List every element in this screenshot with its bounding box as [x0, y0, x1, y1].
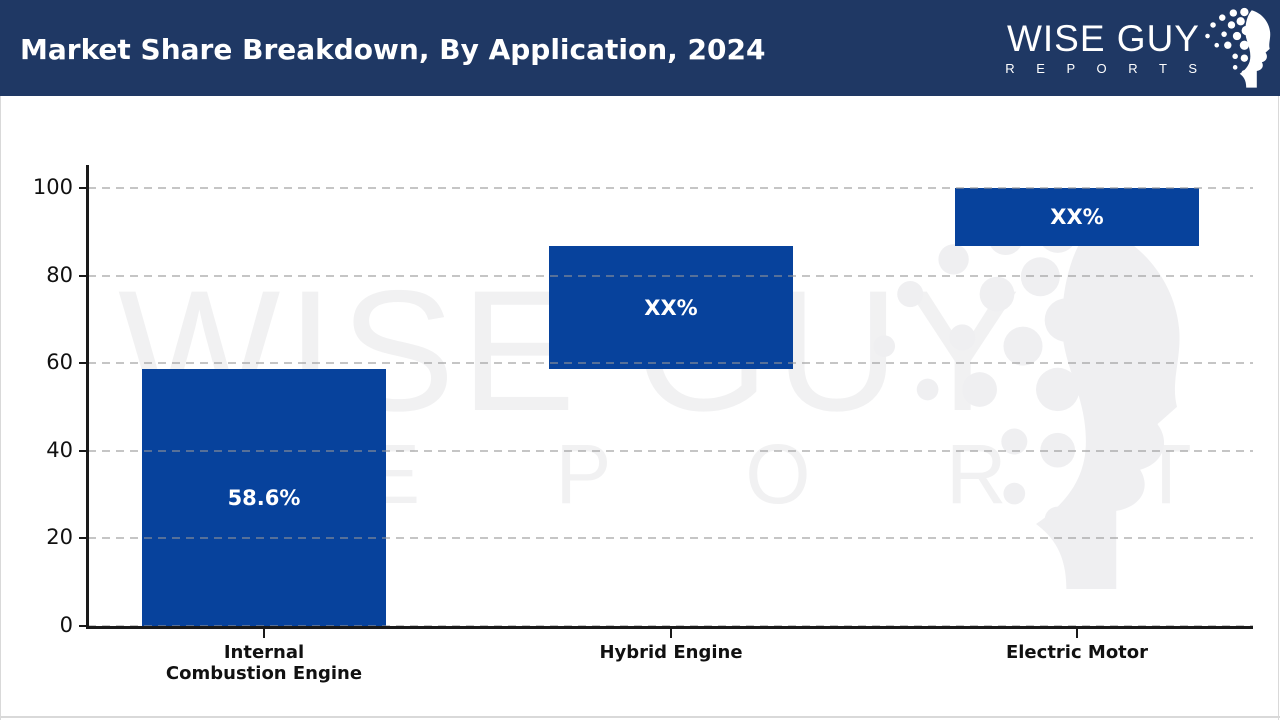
y-tickmark: [79, 449, 88, 452]
bar-value-label: XX%: [644, 295, 698, 320]
y-tickmark: [79, 187, 88, 189]
x-category-label: Hybrid Engine: [599, 642, 743, 663]
brand-name: WISE GUY: [1006, 18, 1200, 59]
x-category-label: Electric Motor: [1005, 642, 1149, 663]
x-category-label: Internal Combustion Engine: [165, 642, 363, 684]
watermark-face-icon: [873, 216, 1180, 589]
left-border: [0, 96, 1, 720]
brand-text: WISE GUY R E P O R T S: [1005, 18, 1200, 77]
gridline: [88, 274, 1253, 277]
right-border: [1278, 96, 1279, 720]
chart-title: Market Share Breakdown, By Application, …: [20, 33, 766, 66]
gridline: [88, 537, 1253, 540]
bar-segment: XX%: [549, 246, 793, 370]
chart-area: WISE GUY R E P O R T S 02040608010058.6%…: [0, 96, 1280, 720]
bottom-border: [0, 716, 1280, 718]
y-tickmark: [79, 362, 88, 365]
brand-subtitle: R E P O R T S: [1005, 61, 1206, 76]
y-tickmark: [79, 274, 88, 277]
y-tick-label: 40: [46, 437, 73, 462]
bar-value-label: XX%: [1050, 205, 1104, 230]
gridline: [88, 187, 1253, 189]
x-tickmark: [263, 628, 265, 638]
y-tick-label: 60: [46, 350, 73, 375]
x-tickmark: [670, 628, 672, 638]
y-axis-line: [86, 165, 89, 629]
y-tick-label: 0: [59, 613, 73, 637]
x-axis-line: [86, 626, 1253, 629]
y-tick-label: 100: [32, 175, 73, 199]
y-tick-label: 80: [46, 262, 73, 287]
brand-logo: WISE GUY R E P O R T S: [1005, 0, 1272, 96]
y-tickmark: [79, 537, 88, 540]
header-bar: Market Share Breakdown, By Application, …: [0, 0, 1280, 96]
y-tick-label: 20: [46, 525, 73, 550]
gridline: [88, 449, 1253, 452]
x-tickmark: [1076, 628, 1078, 638]
bar-segment: 58.6%: [142, 369, 386, 626]
gridline: [88, 362, 1253, 365]
brand-face-icon: [1205, 7, 1271, 88]
bar-segment: XX%: [955, 188, 1199, 247]
y-tickmark: [79, 625, 88, 627]
bar-value-label: 58.6%: [227, 485, 301, 510]
